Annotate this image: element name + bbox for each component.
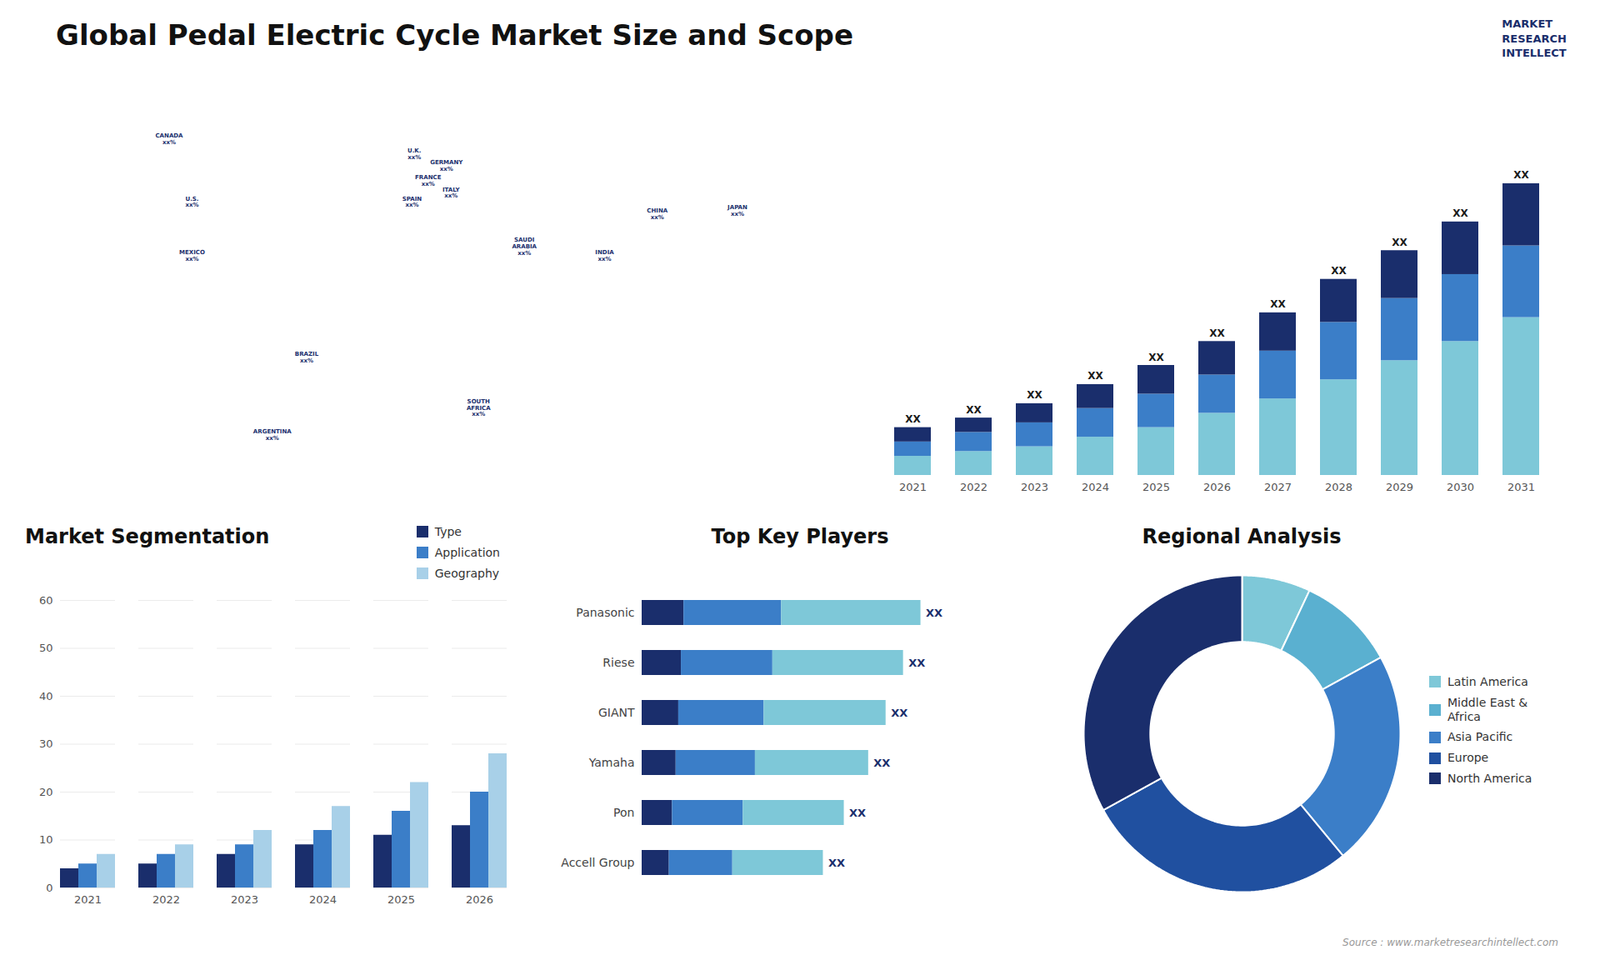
svg-text:FRANCExx%: FRANCExx% [415,174,442,188]
svg-text:2030: 2030 [1446,480,1475,494]
svg-text:Panasonic: Panasonic [575,605,635,620]
svg-text:XX: XX [1391,236,1408,249]
svg-text:2028: 2028 [1325,480,1353,494]
html-text:Top Key Players: Top Key Players [711,525,889,549]
svg-text:XX: XX [925,606,943,620]
svg-text:MEXICOxx%: MEXICOxx% [179,249,205,263]
html-text:Latin America: Latin America [1447,675,1529,689]
svg-text:U.K.xx%: U.K.xx% [407,147,421,161]
svg-text:XX: XX [905,413,921,425]
svg-text:Accell Group: Accell Group [560,855,635,870]
svg-text:2026: 2026 [1203,480,1231,494]
svg-text:2023: 2023 [1020,480,1049,494]
svg-text:ITALYxx%: ITALYxx% [442,186,461,200]
svg-text:GIANT: GIANT [598,705,635,720]
svg-text:40: 40 [39,690,54,703]
svg-text:20: 20 [39,785,54,799]
svg-text:2022: 2022 [152,893,180,906]
html-text:Europe: Europe [1447,751,1489,765]
svg-text:XX: XX [1452,207,1469,220]
svg-text:2026: 2026 [465,893,494,906]
html-text:Asia Pacific: Asia Pacific [1447,730,1513,744]
svg-text:JAPANxx%: JAPANxx% [726,204,748,218]
svg-text:CHINAxx%: CHINAxx% [646,207,668,221]
svg-text:2029: 2029 [1385,480,1414,494]
svg-text:XX: XX [849,806,866,820]
html-text:Global Pedal Electric Cycle Ma: Global Pedal Electric Cycle Market Size … [55,18,854,52]
svg-text:XX: XX [828,856,845,870]
svg-text:GERMANYxx%: GERMANYxx% [430,159,464,173]
html-text:Regional Analysis: Regional Analysis [1142,525,1342,549]
svg-text:2025: 2025 [1142,480,1170,494]
svg-text:U.S.xx%: U.S.xx% [185,195,199,209]
svg-text:CANADAxx%: CANADAxx% [155,132,184,146]
svg-text:2027: 2027 [1264,480,1292,494]
html-text:Application: Application [434,545,500,559]
svg-text:SAUDIARABIAxx%: SAUDIARABIAxx% [511,236,537,256]
html-text:Type: Type [434,525,462,539]
svg-text:2023: 2023 [230,893,259,906]
svg-text:XX: XX [1270,298,1286,310]
svg-text:2031: 2031 [1507,480,1535,494]
html-text:Source : www.marketresearchint: Source : www.marketresearchintellect.com [1342,936,1559,949]
html-text:North America: North America [1447,771,1532,785]
svg-text:2021: 2021 [899,480,927,494]
svg-text:2024: 2024 [309,893,337,906]
svg-text:XX: XX [965,404,982,416]
svg-text:2021: 2021 [74,893,102,906]
svg-text:XX: XX [1513,169,1530,181]
svg-text:XX: XX [1209,327,1225,340]
svg-text:Pon: Pon [613,805,635,820]
svg-text:60: 60 [39,594,54,607]
svg-text:2025: 2025 [387,893,415,906]
svg-text:XX: XX [890,706,908,720]
html-text:Middle East & Africa: Middle East & Africa [1447,695,1528,723]
svg-text:XX: XX [1087,370,1104,382]
svg-text:SPAINxx%: SPAINxx% [402,195,423,209]
svg-text:Yamaha: Yamaha [588,755,635,770]
html-text:Market Segmentation: Market Segmentation [25,525,270,549]
svg-text:ARGENTINAxx%: ARGENTINAxx% [253,428,292,442]
svg-text:10: 10 [39,833,54,846]
svg-text:XX: XX [908,656,925,670]
svg-text:XX: XX [1026,389,1043,401]
svg-text:30: 30 [39,737,54,750]
svg-text:XX: XX [873,756,890,770]
svg-text:2022: 2022 [960,480,988,494]
svg-text:BRAZILxx%: BRAZILxx% [295,350,320,365]
svg-text:50: 50 [39,641,54,655]
svg-text:XX: XX [1330,265,1347,277]
html-text:Geography: Geography [434,566,500,580]
svg-text:SOUTHAFRICAxx%: SOUTHAFRICAxx% [466,398,491,418]
html-text:MARKET RESEARCH INTELLECT: MARKET RESEARCH INTELLECT [1502,17,1567,60]
svg-text:XX: XX [1148,351,1165,364]
svg-text:2024: 2024 [1081,480,1110,494]
svg-text:INDIAxx%: INDIAxx% [595,249,615,263]
svg-text:0: 0 [45,881,53,895]
svg-text:Riese: Riese [602,655,635,670]
